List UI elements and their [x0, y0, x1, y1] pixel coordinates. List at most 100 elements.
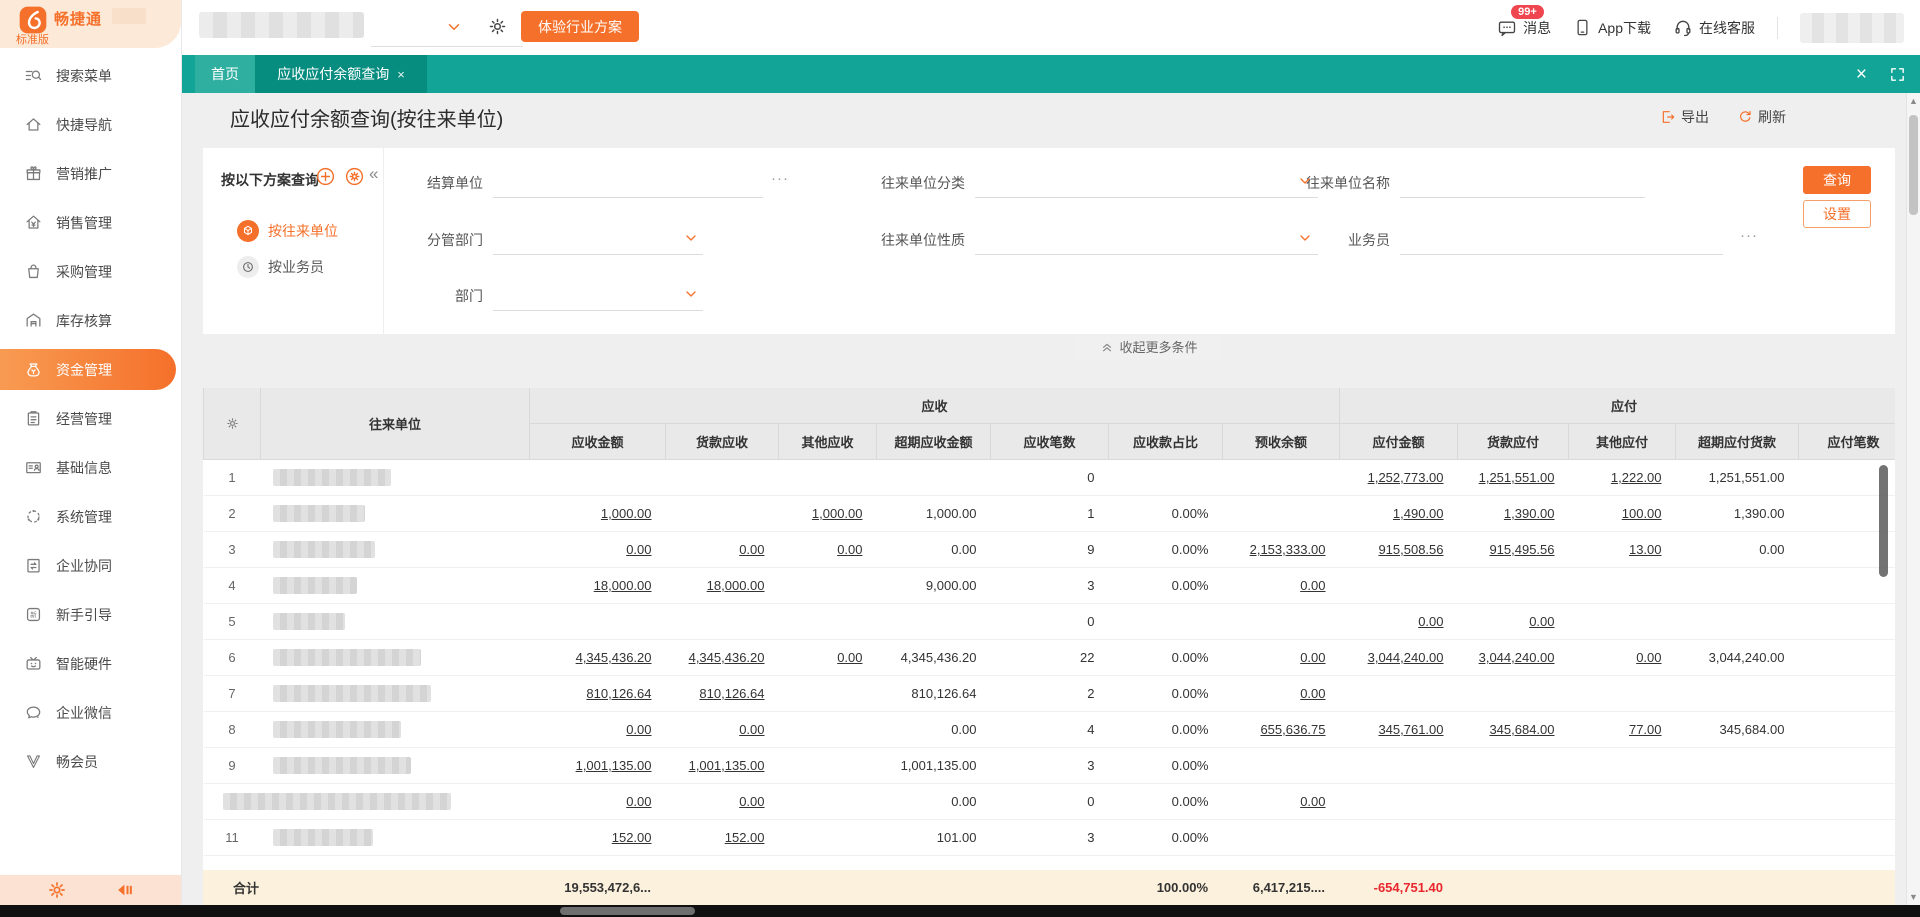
field-department[interactable]: 部门	[455, 281, 703, 311]
scheme-settings-icon[interactable]	[344, 166, 365, 187]
column-settings-gear-icon[interactable]	[225, 416, 240, 431]
amount-link[interactable]: 0.00	[1529, 614, 1555, 629]
sidebar-item-member[interactable]: 畅会员	[0, 737, 181, 786]
amount-link[interactable]: 0.00	[1300, 650, 1326, 665]
amount-link[interactable]: 4,345,436.20	[688, 650, 765, 665]
amount-link[interactable]: 1,390.00	[1503, 506, 1555, 521]
sidebar-item-quick-nav[interactable]: 快捷导航	[0, 100, 181, 149]
tab-receivable-payable-balance[interactable]: 应收应付余额查询 ×	[255, 55, 427, 93]
amount-link[interactable]: 0.00	[626, 542, 652, 557]
table-row[interactable]: 5 0 0.00 0.00	[203, 603, 1895, 640]
sidebar-item-collaboration[interactable]: 企业协同	[0, 541, 181, 590]
field-department-in-charge[interactable]: 分管部门	[427, 225, 703, 255]
tab-home[interactable]: 首页	[195, 55, 255, 93]
sidebar-item-sales[interactable]: 销售管理	[0, 198, 181, 247]
amount-link[interactable]: 4,345,436.20	[575, 650, 652, 665]
refresh-button[interactable]: 刷新	[1737, 107, 1786, 127]
app-download-button[interactable]: App下载	[1573, 18, 1651, 38]
amount-link[interactable]: 0.00	[1300, 686, 1326, 701]
lookup-dots-icon[interactable]: ···	[1740, 227, 1758, 244]
corner-settings-cell[interactable]	[203, 388, 261, 460]
amount-link[interactable]: 810,126.64	[586, 686, 652, 701]
table-row[interactable]: 9 1,001,135.00 1,001,135.00 1,001,135.00 3 0.…	[203, 747, 1895, 784]
fullscreen-icon[interactable]	[1889, 66, 1906, 83]
user-account-redacted[interactable]	[1800, 12, 1904, 43]
horizontal-scrollbar-thumb[interactable]	[560, 907, 695, 915]
amount-link[interactable]: 18,000.00	[706, 578, 765, 593]
sidebar-item-inventory[interactable]: 库存核算	[0, 296, 181, 345]
collapse-panel-icon[interactable]: «	[369, 164, 379, 183]
amount-link[interactable]: 1,490.00	[1392, 506, 1444, 521]
amount-link[interactable]: 1,251,551.00	[1478, 470, 1555, 485]
chevron-down-icon[interactable]	[1297, 230, 1313, 246]
amount-link[interactable]: 1,252,773.00	[1367, 470, 1444, 485]
amount-link[interactable]: 3,044,240.00	[1367, 650, 1444, 665]
amount-link[interactable]: 0.00	[837, 650, 863, 665]
amount-link[interactable]: 1,222.00	[1610, 470, 1662, 485]
field-partner-name[interactable]: 往来单位名称	[1306, 168, 1645, 198]
amount-link[interactable]: 1,000.00	[811, 506, 863, 521]
lookup-dots-icon[interactable]: ···	[771, 170, 789, 187]
scroll-up-arrow[interactable]: ▲	[1909, 96, 1918, 106]
sidebar-item-search-menu[interactable]: 搜索菜单	[0, 51, 181, 100]
amount-link[interactable]: 1,001,135.00	[688, 758, 765, 773]
amount-link[interactable]: 0.00	[837, 542, 863, 557]
table-scrollbar-thumb[interactable]	[1879, 465, 1888, 577]
table-row[interactable]: 1 0 1,252,773.00 1,251,551.00 1,222.00 1,251,…	[203, 459, 1895, 496]
amount-link[interactable]: 915,495.56	[1489, 542, 1555, 557]
table-row[interactable]: 6 4,345,436.20 4,345,436.20 0.00 4,345,436.2…	[203, 639, 1895, 676]
amount-link[interactable]: 18,000.00	[593, 578, 652, 593]
search-button[interactable]: 查询	[1803, 166, 1871, 194]
scheme-by-partner[interactable]: 按往来单位	[237, 220, 338, 242]
amount-link[interactable]: 1,001,135.00	[575, 758, 652, 773]
settings-gear-icon[interactable]	[47, 880, 67, 900]
amount-link[interactable]: 2,153,333.00	[1249, 542, 1326, 557]
table-row[interactable]: 4 18,000.00 18,000.00 9,000.00 3 0.00% 0.00	[203, 567, 1895, 604]
amount-link[interactable]: 3,044,240.00	[1478, 650, 1555, 665]
sidebar-item-operations[interactable]: 经营管理	[0, 394, 181, 443]
amount-link[interactable]: 77.00	[1628, 722, 1662, 737]
support-button[interactable]: 在线客服	[1673, 18, 1755, 38]
table-row[interactable]: 2 1,000.00 1,000.00 1,000.00 1 0.00% 1,490.00 1…	[203, 495, 1895, 532]
sidebar-item-basic-info[interactable]: 基础信息	[0, 443, 181, 492]
amount-link[interactable]: 1,000.00	[600, 506, 652, 521]
industry-solution-button[interactable]: 体验行业方案	[521, 11, 639, 42]
amount-link[interactable]: 0.00	[739, 794, 765, 809]
sidebar-item-wechat[interactable]: 企业微信	[0, 688, 181, 737]
scheme-by-salesperson[interactable]: 按业务员	[237, 256, 324, 278]
collapse-sidebar-icon[interactable]	[114, 880, 134, 900]
chevron-down-icon[interactable]	[683, 286, 699, 302]
sidebar-item-hardware[interactable]: 智能硬件	[0, 639, 181, 688]
amount-link[interactable]: 0.00	[1300, 578, 1326, 593]
export-button[interactable]: 导出	[1660, 107, 1709, 127]
amount-link[interactable]: 0.00	[1300, 794, 1326, 809]
messages-button[interactable]: 消息 99+	[1497, 4, 1551, 38]
field-settlement-unit[interactable]: 结算单位 ···	[427, 168, 788, 198]
amount-link[interactable]: 0.00	[1418, 614, 1444, 629]
table-row[interactable]: 0.00 0.00 0.00 0 0.00% 0.00	[203, 783, 1895, 820]
page-scrollbar-thumb[interactable]	[1909, 115, 1918, 215]
collapse-more-filters[interactable]: 收起更多条件	[1076, 334, 1222, 359]
amount-link[interactable]: 915,508.56	[1378, 542, 1444, 557]
amount-link[interactable]: 152.00	[611, 830, 652, 845]
chevron-down-icon[interactable]	[683, 230, 699, 246]
close-tab-icon[interactable]: ×	[397, 66, 405, 82]
amount-link[interactable]: 0.00	[1636, 650, 1662, 665]
gear-icon[interactable]	[487, 16, 508, 37]
amount-link[interactable]: 0.00	[626, 794, 652, 809]
table-row[interactable]: 7 810,126.64 810,126.64 810,126.64 2 0.00% 0.0…	[203, 675, 1895, 712]
amount-link[interactable]: 0.00	[626, 722, 652, 737]
page-scrollbar[interactable]: ▲ ▼	[1906, 93, 1920, 905]
chevron-down-icon[interactable]	[445, 18, 463, 36]
field-partner-category[interactable]: 往来单位分类	[881, 168, 1318, 198]
horizontal-scrollbar[interactable]	[0, 905, 1920, 917]
sidebar-item-marketing[interactable]: 营销推广	[0, 149, 181, 198]
add-scheme-icon[interactable]	[315, 166, 336, 187]
company-name-redacted[interactable]	[199, 12, 364, 38]
table-row[interactable]: 8 0.00 0.00 0.00 4 0.00% 655,636.75 345,761.00 3…	[203, 711, 1895, 748]
amount-link[interactable]: 345,684.00	[1489, 722, 1555, 737]
amount-link[interactable]: 345,761.00	[1378, 722, 1444, 737]
logo-block[interactable]: 畅捷通 标准版	[0, 0, 181, 48]
scroll-down-arrow[interactable]: ▼	[1909, 892, 1918, 902]
field-salesperson[interactable]: 业务员 ···	[1348, 225, 1757, 255]
